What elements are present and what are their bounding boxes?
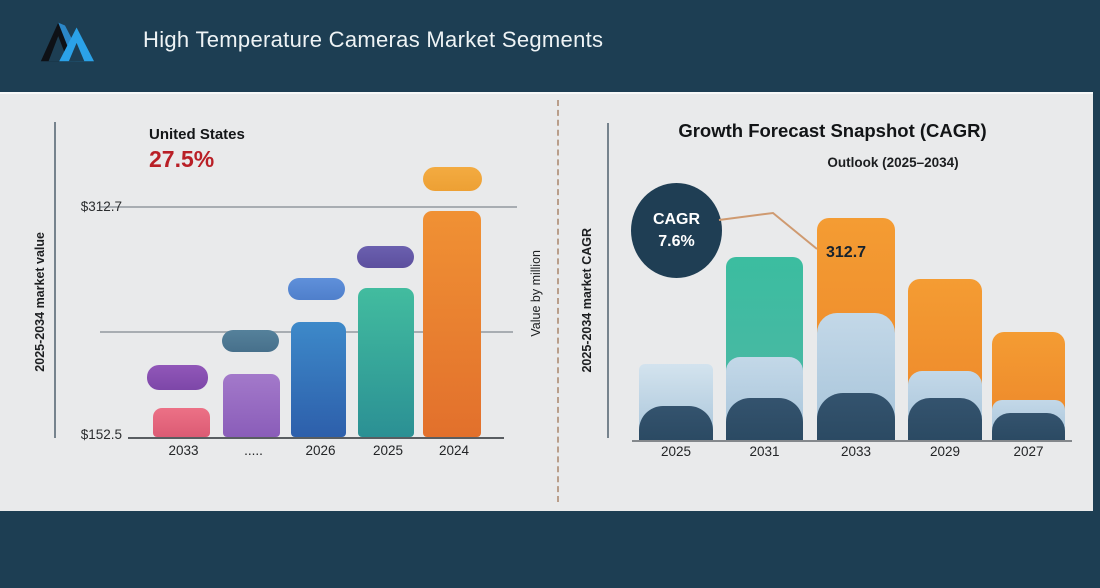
bar-cap-2024: [423, 167, 482, 191]
bar-2024: [423, 211, 481, 437]
bar-2033: [153, 408, 210, 437]
x-label-2031: 2031: [749, 444, 780, 459]
left-right-axis-label: Value by million: [529, 250, 543, 337]
x-label-2029: 2029: [929, 444, 961, 459]
right-x-axis-line: [632, 440, 1072, 442]
bar-2033-segment-2: [817, 393, 895, 440]
right-chart-title: Growth Forecast Snapshot (CAGR): [678, 120, 987, 141]
bar-2025: [358, 288, 414, 437]
gridline-top: [100, 206, 517, 208]
data-label-312: 312.7: [826, 244, 867, 261]
bar-2027-segment-2: [992, 413, 1065, 440]
panel-divider: [557, 100, 559, 502]
page-title: High Temperature Cameras Market Segments: [143, 27, 604, 52]
x-label-2025: 2025: [660, 444, 692, 459]
cagr-badge: CAGR 7.6%: [631, 183, 722, 278]
cagr-badge-value: 7.6%: [658, 232, 695, 250]
bar-cap-2033: [147, 365, 208, 390]
bar-.....: [223, 374, 280, 437]
bar-cap-2025: [357, 246, 414, 268]
left-chart-heading: United States: [149, 126, 245, 143]
bar-cap-.....: [222, 330, 279, 352]
x-label-2024: 2024: [438, 443, 470, 458]
bar-cap-2026: [288, 278, 345, 300]
cagr-badge-label: CAGR: [652, 210, 701, 228]
left-chart-highlight-value: 27.5%: [149, 146, 215, 172]
x-label-2033: 2033: [840, 444, 872, 459]
footer-bar: @ All Market Analysis Snapshot GlobalHig…: [0, 511, 1100, 588]
x-label-2027: 2027: [1013, 444, 1044, 459]
x-label-2025: 2025: [372, 443, 404, 458]
bar-2026: [291, 322, 346, 437]
header-bar: High Temperature Cameras Market Segments: [0, 0, 1100, 92]
x-label-2026: 2026: [305, 443, 336, 458]
right-y-axis-label: 2025-2034 market CAGR: [580, 228, 594, 373]
ama-logo-icon: [40, 22, 94, 62]
y-tick-top: $312.7: [80, 199, 122, 214]
left-y-axis-label: 2025-2034 market value: [33, 232, 47, 372]
left-y-axis-line: [54, 122, 56, 438]
bar-2025-segment-1: [639, 406, 713, 440]
right-chart-subtitle: Outlook (2025–2034): [827, 155, 959, 170]
left-x-axis-line: [128, 437, 504, 439]
y-tick-bottom: $152.5: [80, 427, 122, 442]
x-label-2033: 2033: [168, 443, 199, 458]
x-label-.....: .....: [244, 443, 263, 458]
bar-2029-segment-2: [908, 398, 982, 440]
right-y-axis-line: [607, 123, 609, 438]
bar-2031-segment-2: [726, 398, 803, 440]
